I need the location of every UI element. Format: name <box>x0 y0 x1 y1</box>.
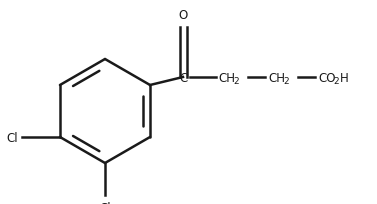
Text: Cl: Cl <box>6 131 18 144</box>
Text: C: C <box>179 71 187 84</box>
Text: 2: 2 <box>283 77 289 86</box>
Text: CH: CH <box>218 71 235 84</box>
Text: O: O <box>178 9 188 22</box>
Text: CO: CO <box>318 71 336 84</box>
Text: 2: 2 <box>333 77 339 86</box>
Text: Cl: Cl <box>99 201 111 204</box>
Text: 2: 2 <box>233 77 239 86</box>
Text: H: H <box>340 71 349 84</box>
Text: CH: CH <box>268 71 285 84</box>
